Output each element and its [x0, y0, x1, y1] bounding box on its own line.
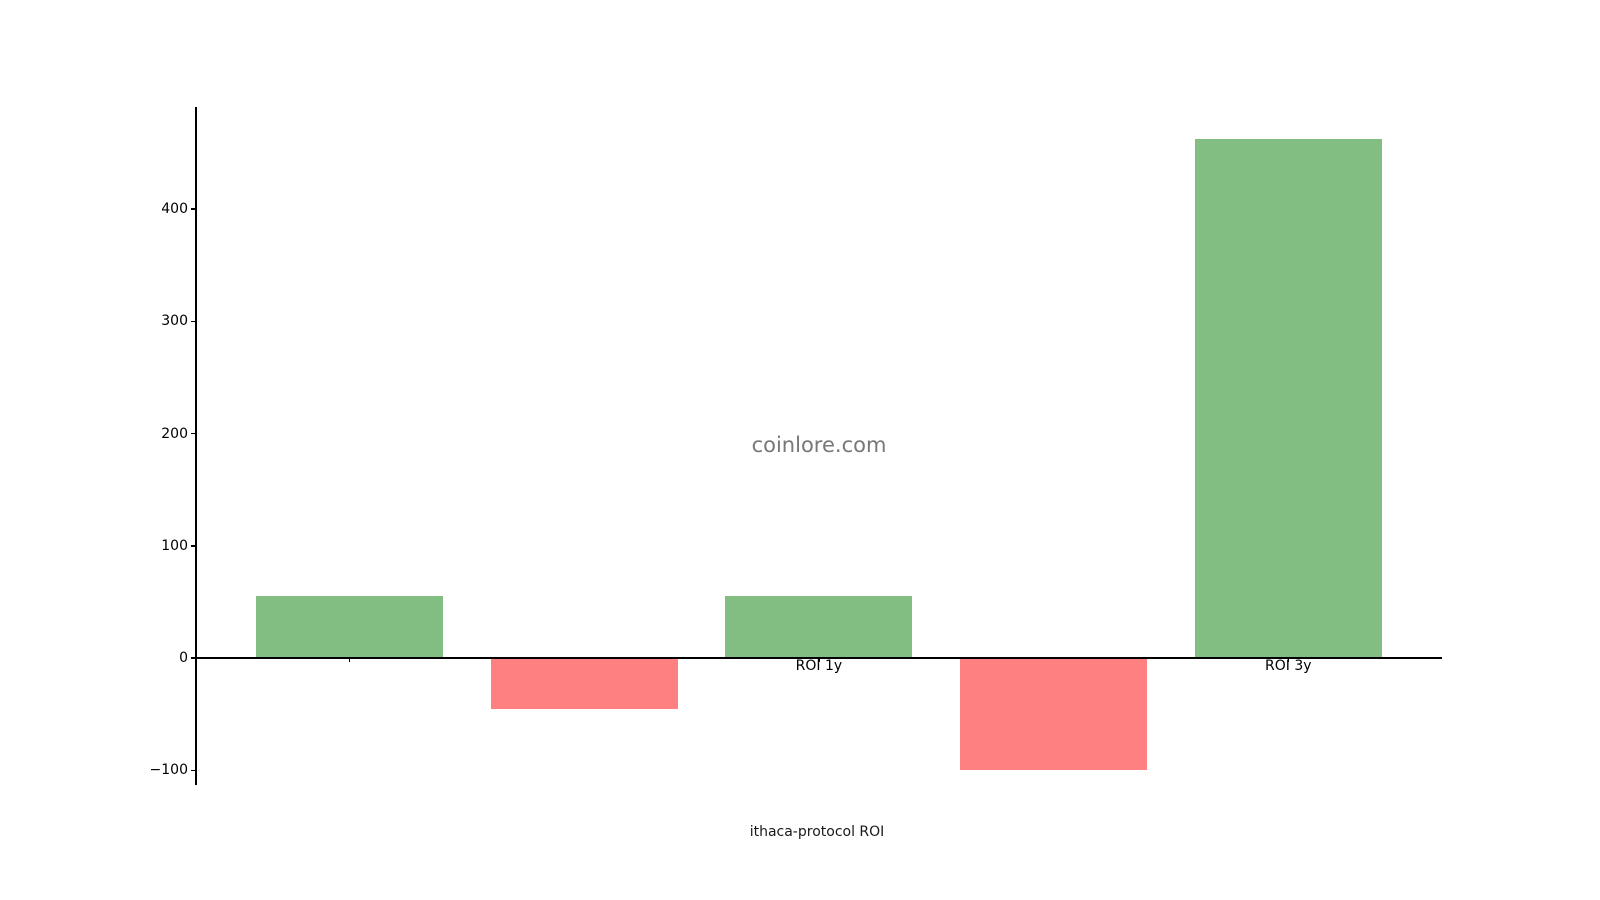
y-tick-label: −100 [149, 762, 188, 779]
bar-roi-4 [960, 658, 1148, 771]
y-tick-label: 0 [179, 650, 188, 666]
y-tick [191, 769, 195, 771]
y-tick [191, 320, 195, 322]
x-tick [348, 658, 351, 662]
y-tick-label: 100 [161, 537, 188, 554]
x-tick [818, 658, 820, 662]
x-tick [1287, 658, 1290, 662]
bar-roi-2 [490, 658, 678, 709]
y-tick [191, 208, 195, 210]
chart-title: ithaca-protocol ROI [749, 824, 885, 840]
bar-roi-3y [1194, 139, 1382, 658]
x-tick-label: ROI 3y [1265, 658, 1312, 674]
y-tick [191, 432, 195, 435]
y-tick-label: 200 [161, 425, 188, 442]
bar-roi-1y [725, 596, 913, 658]
coinlore-watermark: coinlore.com [751, 433, 887, 457]
y-axis-spine [195, 107, 197, 785]
x-tick-label: ROI 1y [795, 658, 843, 674]
y-tick [191, 545, 195, 547]
x-axis-line [196, 657, 1442, 659]
bar-roi-1 [256, 596, 443, 658]
y-tick-label: 400 [161, 201, 188, 217]
y-tick [191, 657, 195, 659]
y-tick-label: 300 [161, 313, 188, 330]
